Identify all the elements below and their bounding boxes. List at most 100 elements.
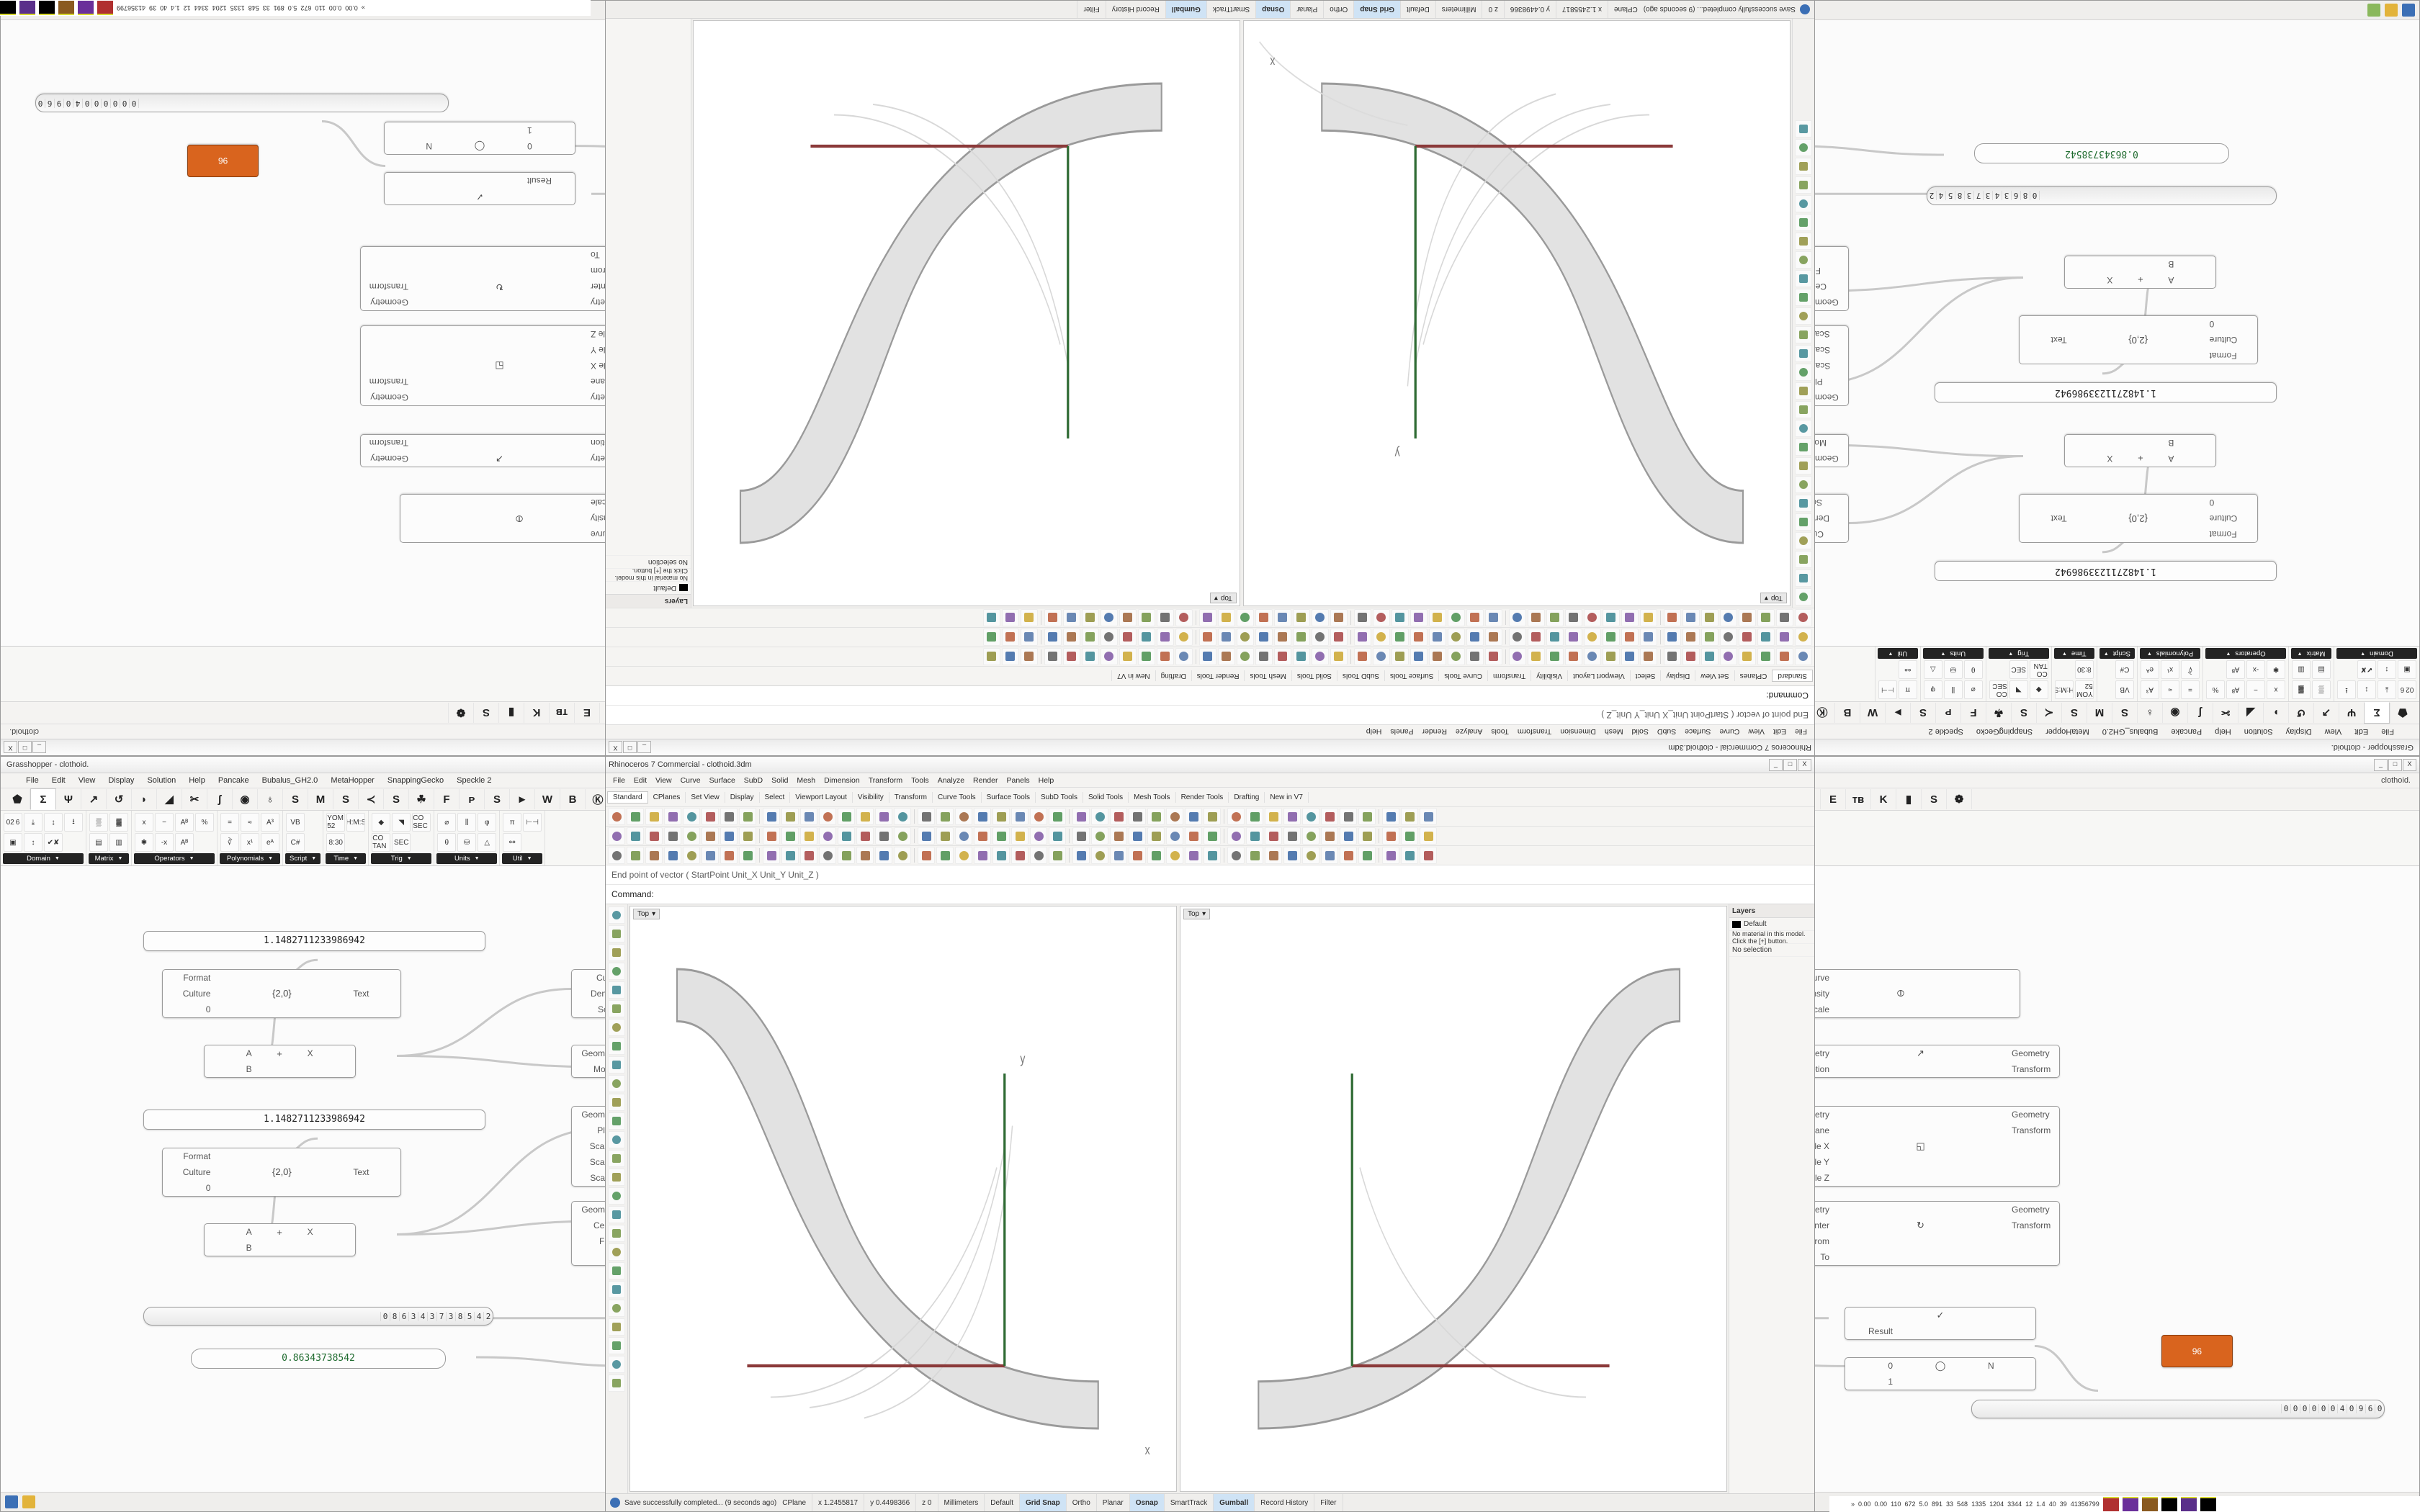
gh-slider-digit[interactable]: 4 bbox=[418, 1311, 427, 1321]
rhino-toolbar-icon-7-19[interactable] bbox=[936, 847, 954, 864]
rhino-viewport-2[interactable]: Top ▾ bbox=[693, 20, 1240, 606]
rhino-toolbar-icon-7-42[interactable] bbox=[1340, 847, 1357, 864]
gh-component-icon-0[interactable]: = bbox=[220, 813, 239, 832]
rhino-left-toolbar-icon-2-0[interactable] bbox=[1795, 588, 1812, 606]
rhino-toolbar-icon-4-16[interactable] bbox=[894, 827, 911, 845]
rhino-toolbar-icon-3-13[interactable] bbox=[1565, 629, 1582, 646]
rhino-toolbar-icon-3-5[interactable] bbox=[1701, 629, 1718, 646]
rhino-toolbar-icon-7-33[interactable] bbox=[1185, 847, 1202, 864]
gh-tab-plugin-green[interactable]: ☘ bbox=[409, 789, 434, 809]
rhino-toolbar-icon-3-32[interactable] bbox=[1237, 629, 1254, 646]
rh-close-button[interactable]: X bbox=[609, 741, 622, 754]
gh-component-icon-0[interactable]: ◆ bbox=[2029, 680, 2048, 699]
gh-tab-curve[interactable]: ↺ bbox=[2288, 703, 2313, 723]
rhino-toolbar-icon-6-42[interactable] bbox=[1063, 609, 1080, 626]
gh-component-slider-readout[interactable]: 0.86343738542 bbox=[191, 1348, 446, 1369]
rhino-toolbar-tab-cplanes[interactable]: CPlanes bbox=[648, 791, 686, 803]
rhino-toolbar-icon-0-15[interactable] bbox=[1528, 648, 1545, 665]
rhino-toolbar-icon-3-37[interactable] bbox=[1157, 629, 1174, 646]
rhino-toolbar-tab-solid-tools[interactable]: Solid Tools bbox=[1083, 791, 1129, 803]
gh-ribbon-group-label[interactable]: Units ▼ bbox=[1922, 648, 1984, 659]
rhino-toolbar-icon-3-41[interactable] bbox=[1082, 629, 1099, 646]
rhino-toolbar-icon-3-10[interactable] bbox=[1621, 629, 1639, 646]
rhino-toolbar-icon-6-40[interactable] bbox=[1101, 609, 1118, 626]
rhino-toolbar-icon-0-16[interactable] bbox=[1509, 648, 1526, 665]
chevron-down-icon-b2[interactable]: ▾ bbox=[1202, 910, 1206, 918]
rhino-menu-item-view[interactable]: View bbox=[1748, 727, 1765, 737]
taskbar-thumbnail-2[interactable] bbox=[58, 1, 74, 15]
rhino-left-toolbar-icon-2-10[interactable] bbox=[1795, 401, 1812, 418]
gh-tab-plugin-green[interactable]: ☘ bbox=[1986, 703, 2011, 723]
gh-ribbon-group-label[interactable]: Time ▼ bbox=[2053, 648, 2094, 659]
rhino-toolbar-icon-0-11[interactable] bbox=[1603, 648, 1620, 665]
rhino-toolbar-tab-new-in-v7[interactable]: New in V7 bbox=[1111, 670, 1155, 682]
rhino-toolbar-icon-3-29[interactable] bbox=[1293, 629, 1310, 646]
rhino-toolbar-icon-0-0[interactable] bbox=[1795, 648, 1812, 665]
rhino-toolbar-icon-4-15[interactable] bbox=[875, 827, 892, 845]
gh-tab-f-tab[interactable]: F bbox=[1960, 703, 1986, 723]
rhino-toolbar-tab-set-view[interactable]: Set View bbox=[686, 791, 725, 803]
rhino-viewport[interactable]: Top ▾ x y bbox=[1243, 20, 1791, 606]
rhino-toolbar-icon-0-31[interactable] bbox=[1255, 648, 1273, 665]
rhino-toolbar-icon-7-16[interactable] bbox=[894, 847, 911, 864]
rhino-toolbar-icon-0-27[interactable] bbox=[1330, 648, 1348, 665]
gh-input-port-label[interactable]: 0 bbox=[205, 1182, 211, 1193]
rhino-toolbar-icon-3-23[interactable] bbox=[1392, 629, 1409, 646]
rhino-left-toolbar-icon-2-16[interactable] bbox=[1795, 289, 1812, 306]
rhino-toolbar-icon-6-14[interactable] bbox=[1546, 609, 1564, 626]
rhino-viewport-b1[interactable]: Top ▾ x y bbox=[629, 906, 1177, 1492]
gh-component-icon-1[interactable]: ≈ bbox=[241, 813, 259, 832]
gh-tab-s-tab-2[interactable]: S bbox=[333, 789, 359, 809]
rhino-toolbar-icon-4-6[interactable] bbox=[720, 827, 738, 845]
rhino-toolbar-icon-7-23[interactable] bbox=[1011, 847, 1028, 864]
chevron-down-icon[interactable]: ▼ bbox=[1940, 651, 1946, 656]
rhino-toolbar-icon-0-39[interactable] bbox=[1119, 648, 1137, 665]
rhino-toolbar-icon-0-4[interactable] bbox=[1720, 648, 1737, 665]
gh-slider-digit[interactable]: 0 bbox=[2318, 1404, 2328, 1414]
rhino-status-toggle-ortho[interactable]: Ortho bbox=[1067, 1494, 1097, 1511]
gh-output-port-label[interactable]: Text bbox=[2051, 513, 2067, 524]
rhino-toolbar-icon-6-9[interactable] bbox=[1640, 609, 1657, 626]
rhino-toolbar-icon-1-10[interactable] bbox=[781, 808, 799, 825]
rhino-toolbar-icon-4-45[interactable] bbox=[1382, 827, 1399, 845]
rhino-toolbar-icon-4-47[interactable] bbox=[1420, 827, 1437, 845]
rhino-status-layer[interactable]: Default bbox=[1400, 1, 1435, 18]
gh-output-port-label[interactable]: X bbox=[307, 1227, 313, 1237]
chevron-down-icon[interactable]: ▼ bbox=[2297, 651, 2303, 656]
rhino-toolbar-icon-3-11[interactable] bbox=[1603, 629, 1620, 646]
gh-component-icon-3[interactable]: ∛ bbox=[2181, 660, 2200, 679]
gh-slider-digit[interactable]: 0 bbox=[2281, 1404, 2290, 1414]
taskbar-thumbnail-5[interactable] bbox=[2200, 1497, 2216, 1511]
rhino-toolbar-icon-7-29[interactable] bbox=[1110, 847, 1127, 864]
gh-tab-vector[interactable]: ↗ bbox=[2313, 703, 2339, 723]
rhino-toolbar-icon-0-29[interactable] bbox=[1293, 648, 1310, 665]
gh-component-icon-3[interactable]: CO TAN bbox=[2029, 660, 2048, 679]
gh-component-icon-1[interactable]: ≈ bbox=[2161, 680, 2179, 699]
gh-input-port-label[interactable]: B bbox=[246, 1243, 252, 1253]
rhino-toolbar-icon-1-37[interactable] bbox=[1246, 808, 1263, 825]
rhino-toolbar-icon-6-28[interactable] bbox=[1312, 609, 1329, 626]
gh-tab-b-tab[interactable]: B bbox=[1834, 703, 1860, 723]
rhino-toolbar-icon-7-39[interactable] bbox=[1283, 847, 1301, 864]
rhino-toolbar-icon-0-14[interactable] bbox=[1546, 648, 1564, 665]
rhino-left-toolbar-icon-5-9[interactable] bbox=[608, 1075, 625, 1092]
rhino-menu-item-subd[interactable]: SubD bbox=[1657, 727, 1677, 737]
rhino-toolbar-icon-3-16[interactable] bbox=[1509, 629, 1526, 646]
rhino-toolbar-icon-6-41[interactable] bbox=[1082, 609, 1099, 626]
rhino-toolbar-icon-0-2[interactable] bbox=[1757, 648, 1775, 665]
taskbar-thumbnail-4[interactable] bbox=[19, 1, 35, 15]
rhino-toolbar-icon-6-45[interactable] bbox=[1021, 609, 1038, 626]
rhino-toolbar-icon-7-1[interactable] bbox=[627, 847, 644, 864]
rhino-toolbar-icon-7-4[interactable] bbox=[683, 847, 700, 864]
rhino-toolbar-icon-1-40[interactable] bbox=[1302, 808, 1319, 825]
gh-component-format-a[interactable]: Format Culture {2,0} Text 0 bbox=[162, 968, 402, 1018]
rhino-toolbar-icon-0-23[interactable] bbox=[1392, 648, 1409, 665]
rhino-left-toolbar-icon-5-0[interactable] bbox=[608, 906, 625, 924]
rhino-toolbar-icon-3-40[interactable] bbox=[1101, 629, 1118, 646]
rhino-toolbar-icon-0-18[interactable] bbox=[1485, 648, 1502, 665]
gh-menu-item-snappinggecko[interactable]: SnappingGecko bbox=[1976, 727, 2033, 736]
rhino-toolbar-icon-7-36[interactable] bbox=[1227, 847, 1245, 864]
rhino-menu-item-edit[interactable]: Edit bbox=[633, 775, 647, 785]
chevron-down-icon[interactable]: ▼ bbox=[353, 856, 359, 861]
gh-menu-item-pancake[interactable]: Pancake bbox=[218, 776, 249, 785]
